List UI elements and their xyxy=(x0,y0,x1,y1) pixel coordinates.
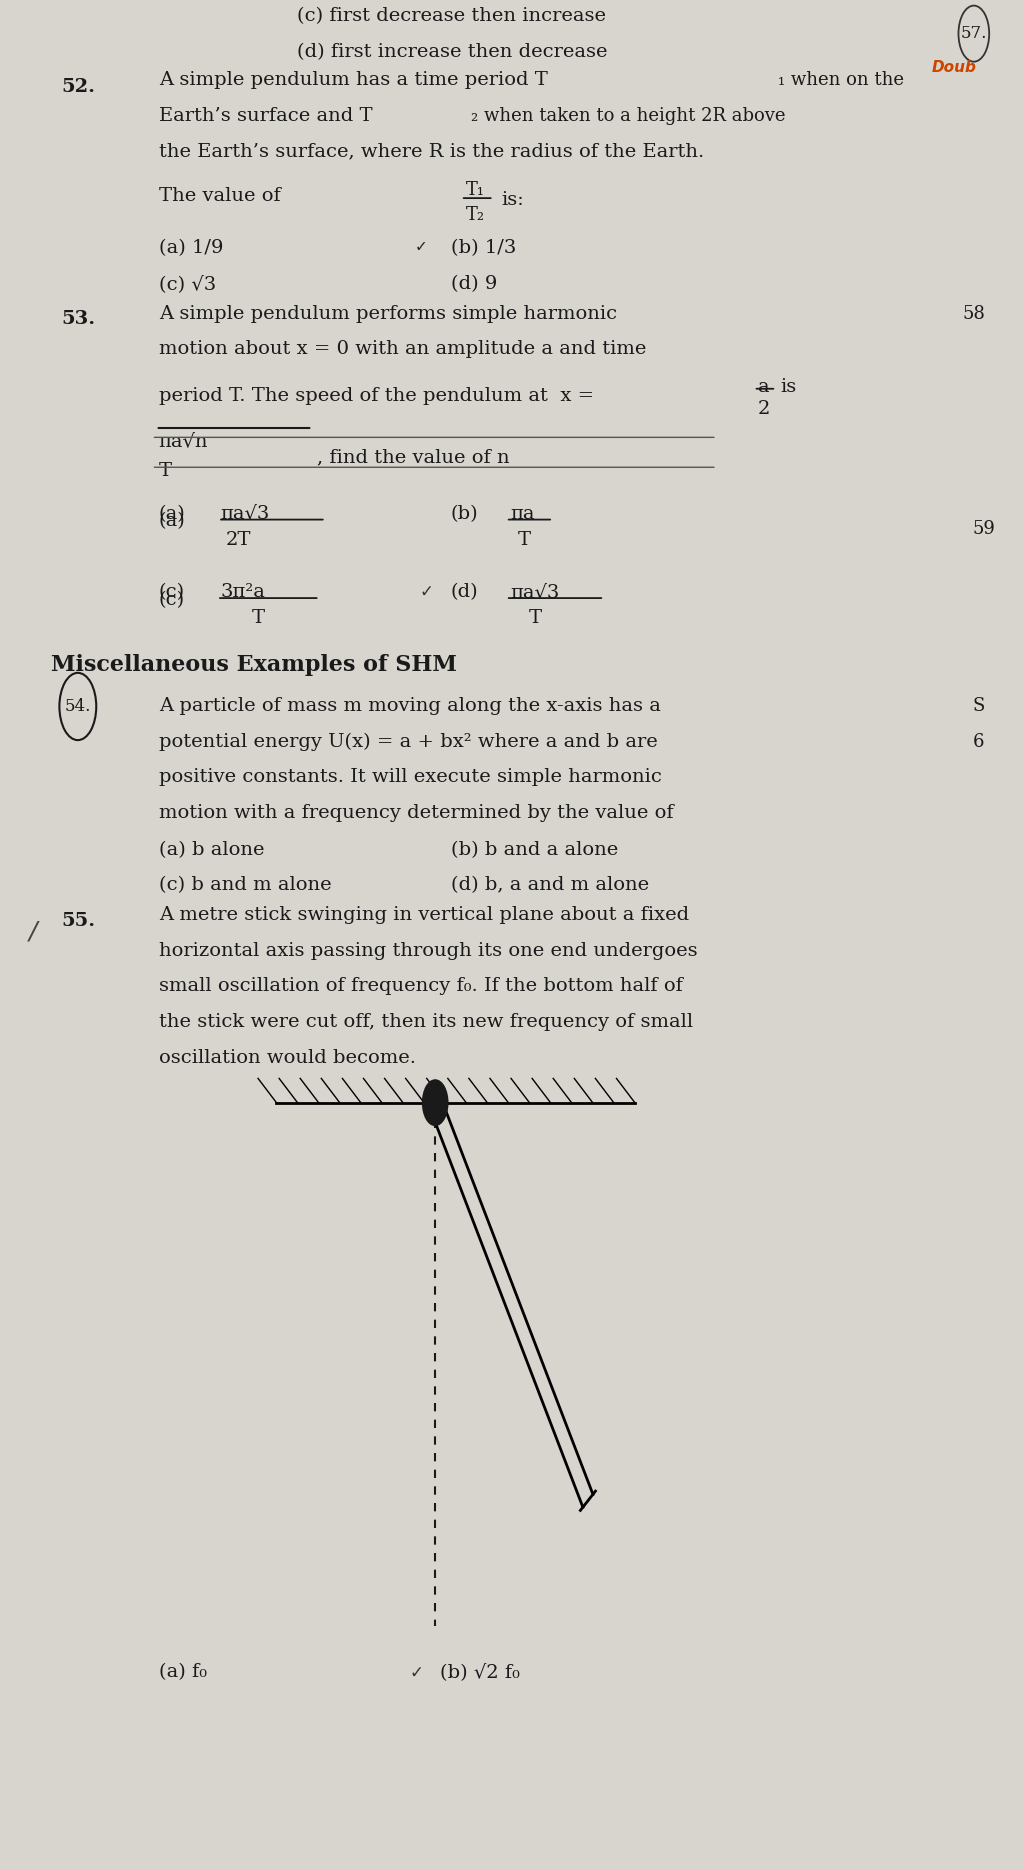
Text: the stick were cut off, then its new frequency of small: the stick were cut off, then its new fre… xyxy=(159,1013,693,1032)
Text: oscillation would become.: oscillation would become. xyxy=(159,1049,416,1067)
Text: the Earth’s surface, where R is the radius of the Earth.: the Earth’s surface, where R is the radi… xyxy=(159,142,703,161)
Text: ✓: ✓ xyxy=(410,1663,424,1682)
Text: ₁ when on the: ₁ when on the xyxy=(778,71,904,90)
Text: S: S xyxy=(973,697,985,716)
Text: (a) f₀: (a) f₀ xyxy=(159,1663,207,1682)
Text: A simple pendulum has a time period T: A simple pendulum has a time period T xyxy=(159,71,548,90)
Text: T: T xyxy=(528,609,542,628)
Text: (d) 9: (d) 9 xyxy=(451,275,497,293)
Text: , find the value of n: , find the value of n xyxy=(317,449,510,467)
Text: Miscellaneous Examples of SHM: Miscellaneous Examples of SHM xyxy=(51,654,457,677)
Text: 58: 58 xyxy=(963,305,985,323)
Text: A metre stick swinging in vertical plane about a fixed: A metre stick swinging in vertical plane… xyxy=(159,906,689,925)
Circle shape xyxy=(423,1080,447,1125)
Text: motion with a frequency determined by the value of: motion with a frequency determined by th… xyxy=(159,804,674,822)
Text: πa√3: πa√3 xyxy=(220,505,269,523)
Text: T: T xyxy=(252,609,265,628)
Text: (c) first decrease then increase: (c) first decrease then increase xyxy=(297,7,606,26)
Text: (c): (c) xyxy=(159,583,185,602)
Text: 54.: 54. xyxy=(65,697,91,716)
Text: 55.: 55. xyxy=(61,912,95,931)
Text: (b): (b) xyxy=(451,505,478,523)
Text: (c) √3: (c) √3 xyxy=(159,275,216,293)
Text: (a): (a) xyxy=(159,512,185,531)
Text: πa√3: πa√3 xyxy=(510,583,559,602)
Text: (d) first increase then decrease: (d) first increase then decrease xyxy=(297,43,607,62)
Text: (b) b and a alone: (b) b and a alone xyxy=(451,841,617,860)
Text: (c): (c) xyxy=(159,591,185,609)
Text: The value of: The value of xyxy=(159,187,281,206)
Text: 6: 6 xyxy=(973,733,984,751)
Text: motion about x = 0 with an amplitude a and time: motion about x = 0 with an amplitude a a… xyxy=(159,340,646,359)
Text: πa: πa xyxy=(510,505,535,523)
Text: 2: 2 xyxy=(758,400,770,419)
Text: (d) b, a and m alone: (d) b, a and m alone xyxy=(451,877,648,895)
Text: 59: 59 xyxy=(973,520,995,538)
Text: (a) b alone: (a) b alone xyxy=(159,841,264,860)
Text: a: a xyxy=(758,378,769,396)
Text: (d): (d) xyxy=(451,583,478,602)
Text: is:: is: xyxy=(502,191,524,209)
Text: ✓: ✓ xyxy=(420,583,434,602)
Text: A particle of mass m moving along the x-axis has a: A particle of mass m moving along the x-… xyxy=(159,697,660,716)
Text: (a): (a) xyxy=(159,505,185,523)
Text: period T. The speed of the pendulum at  x =: period T. The speed of the pendulum at x… xyxy=(159,387,594,406)
Text: 3π²a: 3π²a xyxy=(220,583,265,602)
Text: (b) √2 f₀: (b) √2 f₀ xyxy=(440,1663,520,1682)
Text: ₂ when taken to a height 2R above: ₂ when taken to a height 2R above xyxy=(471,107,785,125)
Text: 52.: 52. xyxy=(61,78,95,97)
Text: small oscillation of frequency f₀. If the bottom half of: small oscillation of frequency f₀. If th… xyxy=(159,977,683,996)
Text: horizontal axis passing through its one end undergoes: horizontal axis passing through its one … xyxy=(159,942,697,961)
Text: (c) b and m alone: (c) b and m alone xyxy=(159,877,332,895)
Text: Doub: Doub xyxy=(932,60,977,75)
Text: T₂: T₂ xyxy=(466,206,485,224)
Text: potential energy U(x) = a + bx² where a and b are: potential energy U(x) = a + bx² where a … xyxy=(159,733,657,751)
Text: A simple pendulum performs simple harmonic: A simple pendulum performs simple harmon… xyxy=(159,305,616,323)
Text: T: T xyxy=(518,531,531,549)
Text: T: T xyxy=(159,462,172,480)
Text: (b) 1/3: (b) 1/3 xyxy=(451,239,516,258)
Text: 57.: 57. xyxy=(961,24,987,43)
Text: positive constants. It will execute simple harmonic: positive constants. It will execute simp… xyxy=(159,768,662,787)
Text: is: is xyxy=(780,378,797,396)
Text: Earth’s surface and T: Earth’s surface and T xyxy=(159,107,373,125)
Text: ✓: ✓ xyxy=(415,239,427,254)
Text: 53.: 53. xyxy=(61,310,95,329)
Text: 2T: 2T xyxy=(225,531,251,549)
Text: πa√n: πa√n xyxy=(159,432,208,450)
Text: /: / xyxy=(29,920,37,944)
Text: (a) 1/9: (a) 1/9 xyxy=(159,239,223,258)
Text: T₁: T₁ xyxy=(466,181,485,200)
